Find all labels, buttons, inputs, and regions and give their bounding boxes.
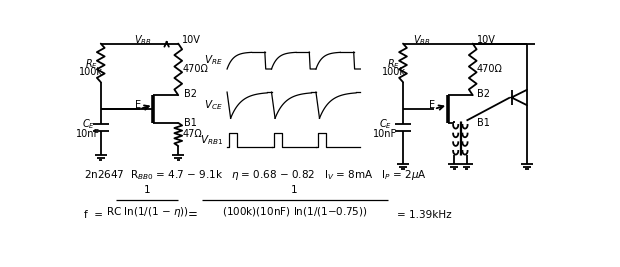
Text: $V_{BB}$: $V_{BB}$ [412,33,430,47]
Text: $V_{RB1}$: $V_{RB1}$ [200,133,223,147]
Text: 10nF: 10nF [373,129,397,139]
Text: RC ln(1/(1 $-$ $\eta$)): RC ln(1/(1 $-$ $\eta$)) [106,205,188,218]
Text: 1: 1 [144,185,151,195]
Text: 1: 1 [291,185,298,195]
Text: 100k: 100k [382,67,405,77]
Text: = 1.39kHz: = 1.39kHz [397,210,451,219]
Text: $V_{BB}$: $V_{BB}$ [133,33,151,47]
Text: 10V: 10V [182,35,201,45]
Text: E: E [430,100,435,110]
Text: B1: B1 [477,118,490,128]
Text: 470Ω: 470Ω [182,64,208,74]
Text: $V_{RE}$: $V_{RE}$ [205,54,223,68]
Text: E: E [135,100,141,110]
Text: $R_E$: $R_E$ [387,57,401,71]
Text: $C_E$: $C_E$ [82,117,95,131]
Text: B2: B2 [477,89,490,99]
Text: $C_E$: $C_E$ [379,117,392,131]
Text: f  =: f = [84,210,103,219]
Text: 10V: 10V [477,35,495,45]
Text: 470Ω: 470Ω [477,64,502,74]
Text: 47Ω: 47Ω [182,129,202,139]
Text: $R_E$: $R_E$ [85,57,98,71]
Text: B2: B2 [185,89,197,99]
Text: 10nF: 10nF [76,129,100,139]
Text: (100k)(10nF) ln(1/(1$-$0.75)): (100k)(10nF) ln(1/(1$-$0.75)) [222,205,367,218]
Text: 100k: 100k [79,67,104,77]
Text: =: = [187,208,197,221]
Text: 2n2647  R$_{BB0}$ = 4.7 $-$ 9.1k   $\eta$ = 0.68 $-$ 0.82   I$_V$ = 8mA   I$_P$ : 2n2647 R$_{BB0}$ = 4.7 $-$ 9.1k $\eta$ =… [84,168,427,182]
Text: B1: B1 [185,118,197,128]
Text: $V_{CE}$: $V_{CE}$ [205,98,223,112]
